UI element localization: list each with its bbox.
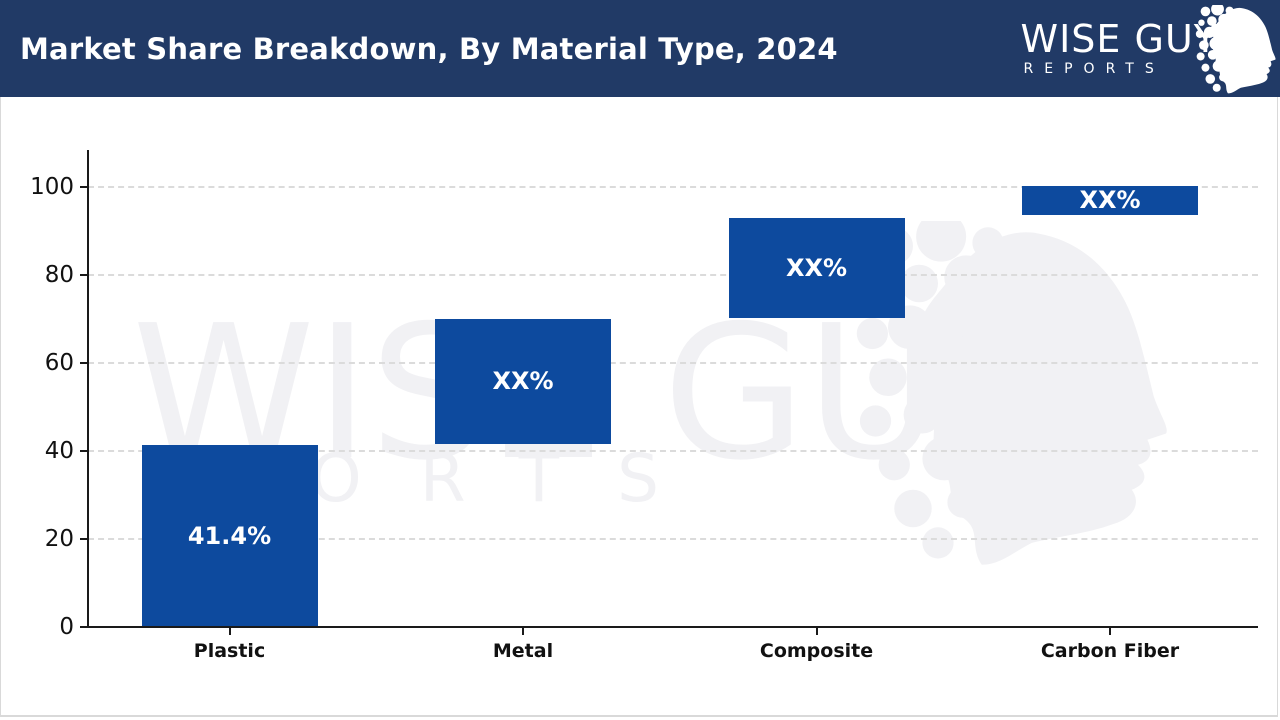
header-band: Market Share Breakdown, By Material Type… [0,0,1280,97]
y-tick-label-80: 80 [44,262,74,288]
x-tick-0 [228,628,231,635]
y-tick-label-20: 20 [44,526,74,552]
logo-subtitle: REPORTS [1023,61,1165,77]
gridline-100 [88,186,1258,188]
y-tick-100 [80,186,87,188]
chart-title: Market Share Breakdown, By Material Type… [20,31,838,66]
x-tick-1 [522,628,524,635]
y-tick-0 [80,626,87,628]
gridline-80 [88,274,1258,276]
bar-value-label: 41.4% [187,521,272,550]
y-tick-label-100: 100 [30,174,74,200]
x-axis-spine [87,626,1258,628]
bar-value-label: XX% [492,367,554,396]
x-tick-label-carbon-fiber: Carbon Fiber [1040,640,1180,662]
plot-region: 41.4% XX% XX% XX% 0 20 40 60 80 100 Plastic Metal Co… [0,97,1280,720]
bar-metal: XX% [435,318,611,444]
y-tick-label-60: 60 [44,350,74,376]
chart-area: WISE GUY PORTS 41.4% XX% XX% XX% 0 20 40 60 80 10… [0,97,1280,720]
bar-carbon-fiber: XX% [1022,185,1198,216]
x-tick-label-metal: Metal [492,640,554,662]
x-tick-label-composite: Composite [759,640,874,662]
x-tick-3 [1109,628,1111,635]
bar-value-label: XX% [1079,186,1141,215]
logo-wordmark: WISE GUY [1020,17,1218,61]
wise-guy-logo: WISE GUY REPORTS [1021,0,1280,97]
bar-composite: XX% [728,218,905,318]
logo-head-icon [1195,4,1276,93]
y-tick-80 [80,274,87,276]
y-tick-40 [80,450,87,452]
x-tick-2 [815,628,818,635]
bar-value-label: XX% [785,253,848,282]
gridline-20 [88,538,1258,540]
x-tick-label-plastic: Plastic [193,640,266,662]
bar-plastic: 41.4% [141,444,318,627]
gridline-60 [88,362,1258,364]
y-tick-20 [80,538,87,540]
logo-text: WISE GUY REPORTS [1021,20,1218,77]
y-axis-spine [87,150,89,628]
y-tick-label-0: 0 [59,614,74,640]
y-tick-label-40: 40 [44,438,74,464]
gridline-40 [88,450,1258,452]
y-tick-60 [80,362,87,364]
